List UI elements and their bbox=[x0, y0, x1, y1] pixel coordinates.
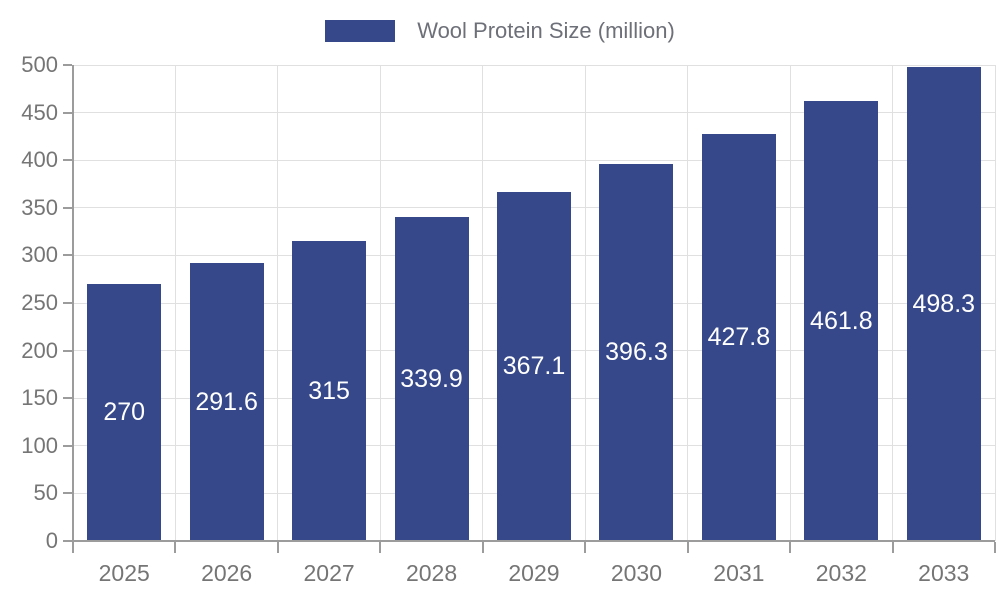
bar-value-label: 427.8 bbox=[707, 323, 771, 352]
x-tick-label: 2026 bbox=[201, 560, 253, 586]
y-tick-label: 450 bbox=[21, 99, 58, 125]
bar: 396.3 bbox=[599, 163, 674, 541]
v-gridline bbox=[994, 65, 996, 541]
v-gridline bbox=[789, 65, 791, 541]
v-gridline bbox=[482, 65, 484, 541]
y-axis-line bbox=[72, 65, 74, 541]
x-tick-mark bbox=[584, 542, 587, 553]
bar: 498.3 bbox=[906, 66, 981, 541]
y-tick-mark bbox=[63, 540, 72, 542]
h-gridline bbox=[73, 159, 995, 161]
v-gridline bbox=[277, 65, 279, 541]
y-tick-mark bbox=[63, 206, 72, 209]
y-tick-mark bbox=[63, 64, 72, 66]
y-tick-label: 250 bbox=[21, 290, 58, 315]
x-tick-mark bbox=[994, 542, 996, 553]
bar: 291.6 bbox=[189, 263, 264, 541]
x-tick-mark bbox=[72, 542, 74, 553]
bar-value-label: 315 bbox=[308, 377, 350, 406]
y-tick-mark bbox=[63, 444, 72, 447]
x-tick-mark bbox=[686, 542, 689, 553]
bar-value-label: 367.1 bbox=[502, 352, 566, 381]
legend: Wool Protein Size (million) bbox=[0, 18, 1000, 44]
y-tick-label: 400 bbox=[21, 147, 58, 173]
legend-swatch bbox=[325, 20, 396, 42]
bar-value-label: 396.3 bbox=[605, 338, 668, 367]
bar: 270 bbox=[87, 283, 162, 541]
h-gridline bbox=[73, 112, 995, 114]
y-tick-mark bbox=[63, 492, 72, 495]
bar-value-label: 339.9 bbox=[400, 365, 463, 394]
v-gridline bbox=[379, 65, 381, 541]
v-gridline bbox=[687, 65, 689, 541]
x-tick-label: 2027 bbox=[303, 560, 355, 586]
v-gridline bbox=[174, 65, 176, 541]
x-tick-mark bbox=[174, 542, 177, 553]
plot-area: 270 291.6 315 339.9 367.1 396.3 427.8 461.8 498.… bbox=[21, 52, 996, 586]
x-tick-label: 2031 bbox=[713, 560, 765, 586]
y-tick-label: 50 bbox=[33, 480, 58, 506]
y-tick-mark bbox=[63, 254, 72, 257]
x-tick-mark bbox=[891, 542, 894, 553]
x-tick-label: 2033 bbox=[918, 560, 970, 586]
x-tick-mark bbox=[379, 542, 382, 553]
legend-label: Wool Protein Size (million) bbox=[417, 18, 675, 43]
x-tick-label: 2032 bbox=[815, 560, 867, 586]
y-tick-mark bbox=[63, 397, 72, 400]
bar-value-label: 291.6 bbox=[195, 388, 258, 417]
x-tick-label: 2025 bbox=[98, 560, 150, 586]
x-tick-mark bbox=[276, 542, 279, 553]
bar: 339.9 bbox=[394, 217, 469, 541]
y-tick-label: 200 bbox=[21, 337, 58, 363]
y-tick-mark bbox=[63, 159, 72, 162]
v-gridline bbox=[584, 65, 586, 541]
y-tick-label: 350 bbox=[21, 194, 58, 220]
x-tick-label: 2030 bbox=[610, 560, 663, 586]
bar: 367.1 bbox=[497, 191, 571, 541]
y-tick-label: 100 bbox=[21, 432, 58, 458]
y-tick-mark bbox=[63, 349, 72, 352]
y-tick-label: 300 bbox=[21, 242, 58, 268]
y-tick-label: 150 bbox=[21, 385, 58, 411]
bar-value-label: 498.3 bbox=[912, 289, 976, 318]
bar: 461.8 bbox=[804, 101, 879, 541]
y-tick-mark bbox=[63, 111, 72, 114]
x-tick-label: 2028 bbox=[405, 560, 458, 586]
y-tick-mark bbox=[63, 302, 72, 304]
x-axis-line bbox=[72, 540, 995, 542]
bar-value-label: 461.8 bbox=[810, 307, 873, 336]
x-tick-label: 2029 bbox=[508, 560, 560, 586]
y-tick-label: 500 bbox=[21, 52, 58, 77]
bar: 427.8 bbox=[701, 133, 776, 541]
bar: 315 bbox=[292, 241, 367, 541]
x-tick-mark bbox=[789, 542, 792, 553]
x-tick-mark bbox=[481, 542, 484, 553]
y-tick-label: 0 bbox=[45, 528, 58, 553]
bar-value-label: 270 bbox=[103, 398, 146, 427]
v-gridline bbox=[892, 65, 894, 541]
h-gridline bbox=[73, 64, 995, 66]
